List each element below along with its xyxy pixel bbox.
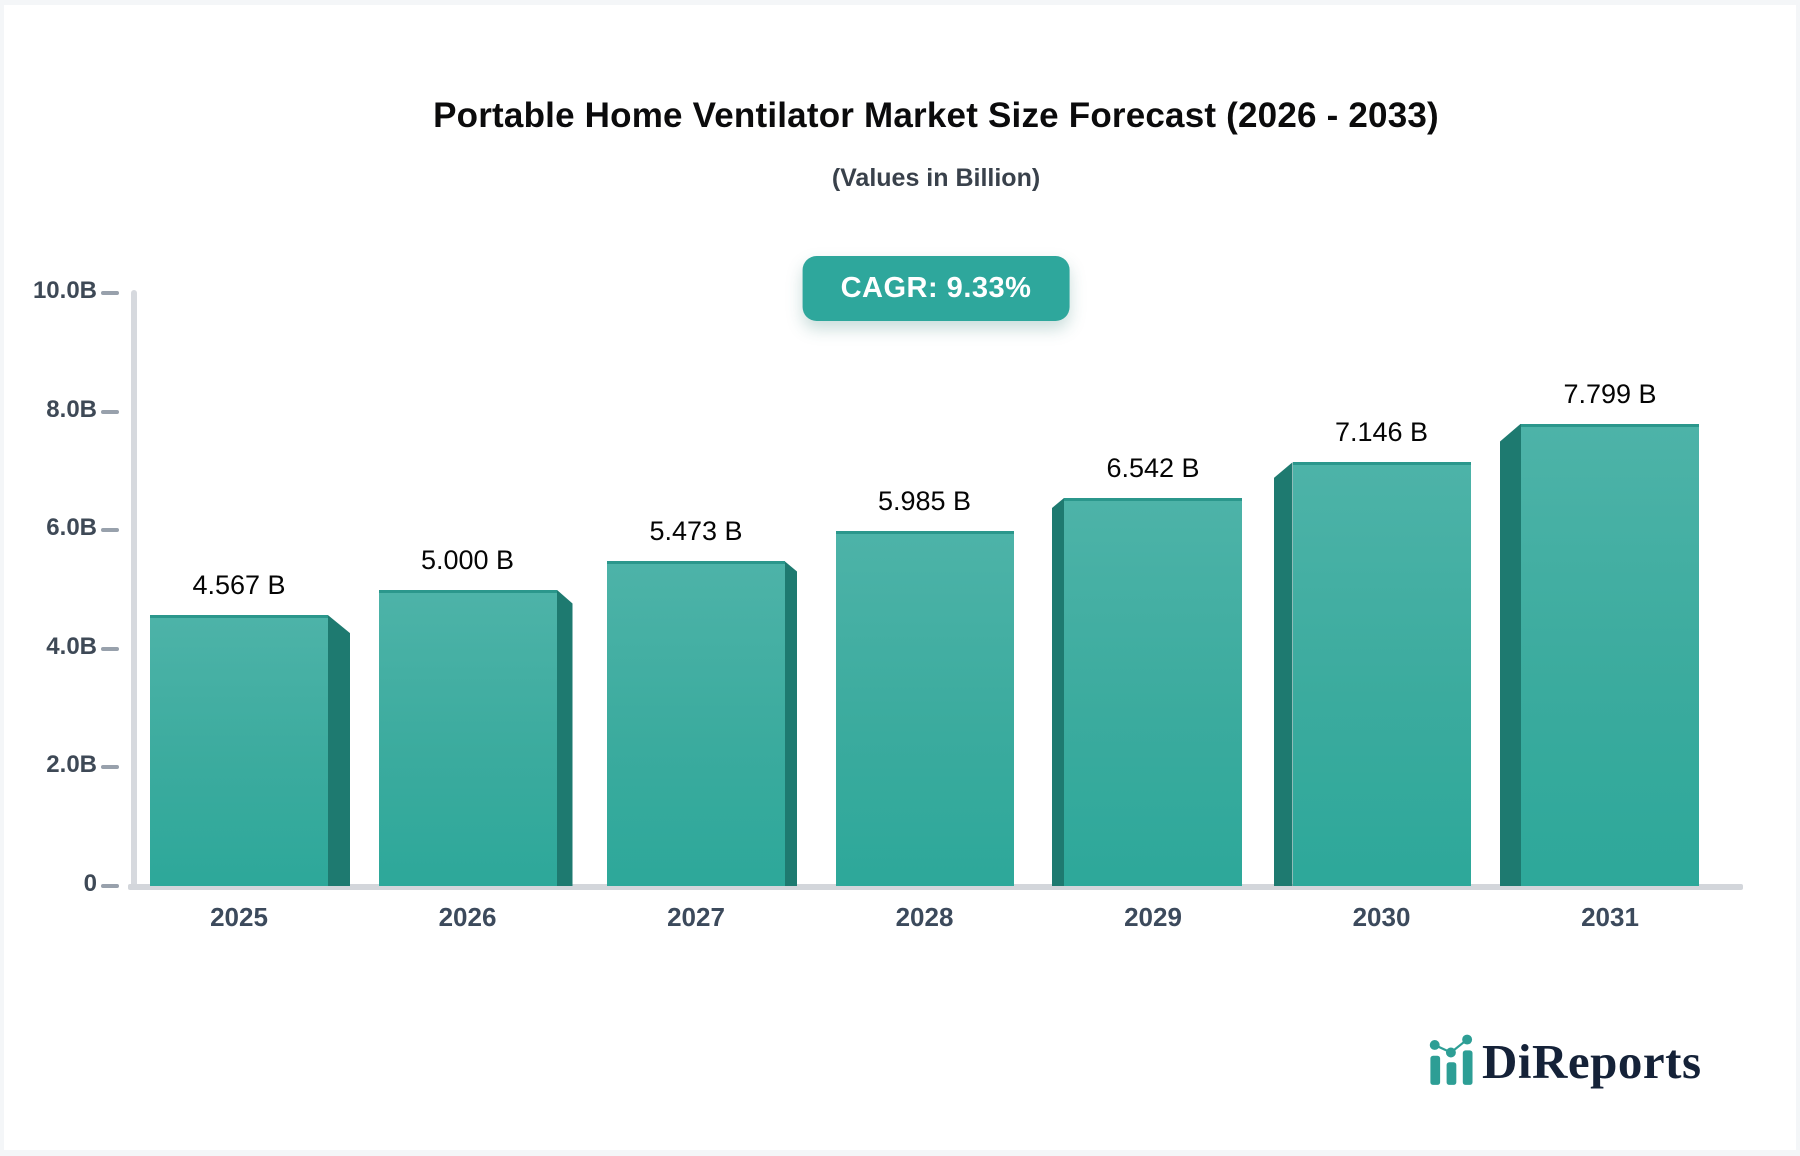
y-tick-mark xyxy=(101,291,119,295)
bar-side-face xyxy=(785,561,797,886)
bar-value-label: 5.473 B xyxy=(649,516,743,547)
bar xyxy=(1064,498,1242,886)
y-tick-label: 8.0B xyxy=(46,395,97,423)
y-tick-label: 10.0B xyxy=(32,277,97,304)
brand-logo: DiReports xyxy=(1428,1032,1702,1086)
bar-side-face xyxy=(1500,423,1521,886)
x-axis-category-label: 2028 xyxy=(895,902,954,932)
x-axis-category-label: 2027 xyxy=(667,902,725,932)
bar xyxy=(607,561,785,886)
bar-value-label: 5.985 B xyxy=(877,486,972,517)
bar-value-label: 4.567 B xyxy=(192,570,286,601)
y-tick-label: 6.0B xyxy=(46,514,97,542)
bar-side-face xyxy=(328,615,350,886)
x-axis-category-label: 2030 xyxy=(1352,902,1411,932)
bar-chart-with-trend-dots-icon xyxy=(1428,1032,1476,1086)
y-tick-mark xyxy=(101,884,119,888)
bar-side-face xyxy=(556,589,573,886)
brand-name: DiReports xyxy=(1482,1034,1702,1089)
y-tick-label: 2.0B xyxy=(46,751,97,779)
y-tick-mark xyxy=(101,409,119,414)
y-tick-label: 4.0B xyxy=(46,632,97,660)
x-axis-category-label: 2025 xyxy=(210,902,268,932)
x-axis-line xyxy=(128,884,1743,890)
bar-value-label: 6.542 B xyxy=(1106,453,1200,484)
cagr-badge: CAGR: 9.33% xyxy=(802,256,1070,321)
x-axis-category-label: 2026 xyxy=(438,902,497,932)
bar-side-face xyxy=(1273,462,1293,886)
bar-side-face xyxy=(1052,498,1064,886)
y-tick-label: 0 xyxy=(83,870,97,897)
bar xyxy=(1292,462,1471,886)
y-axis-line xyxy=(131,290,137,890)
chart-subtitle: (Values in Billion) xyxy=(831,164,1041,192)
x-axis-category-label: 2031 xyxy=(1581,902,1639,932)
bar xyxy=(378,589,557,886)
bar xyxy=(1521,423,1699,886)
y-tick-mark xyxy=(101,528,119,533)
y-tick-mark xyxy=(101,765,119,770)
chart-title: Portable Home Ventilator Market Size For… xyxy=(433,96,1439,135)
bar xyxy=(150,615,328,886)
x-axis-category-label: 2029 xyxy=(1124,902,1182,932)
bar-value-label: 7.799 B xyxy=(1563,378,1657,409)
bar xyxy=(835,531,1014,886)
y-tick-mark xyxy=(101,646,119,651)
bar-value-label: 5.000 B xyxy=(420,544,515,575)
bar-value-label: 7.146 B xyxy=(1334,417,1429,448)
